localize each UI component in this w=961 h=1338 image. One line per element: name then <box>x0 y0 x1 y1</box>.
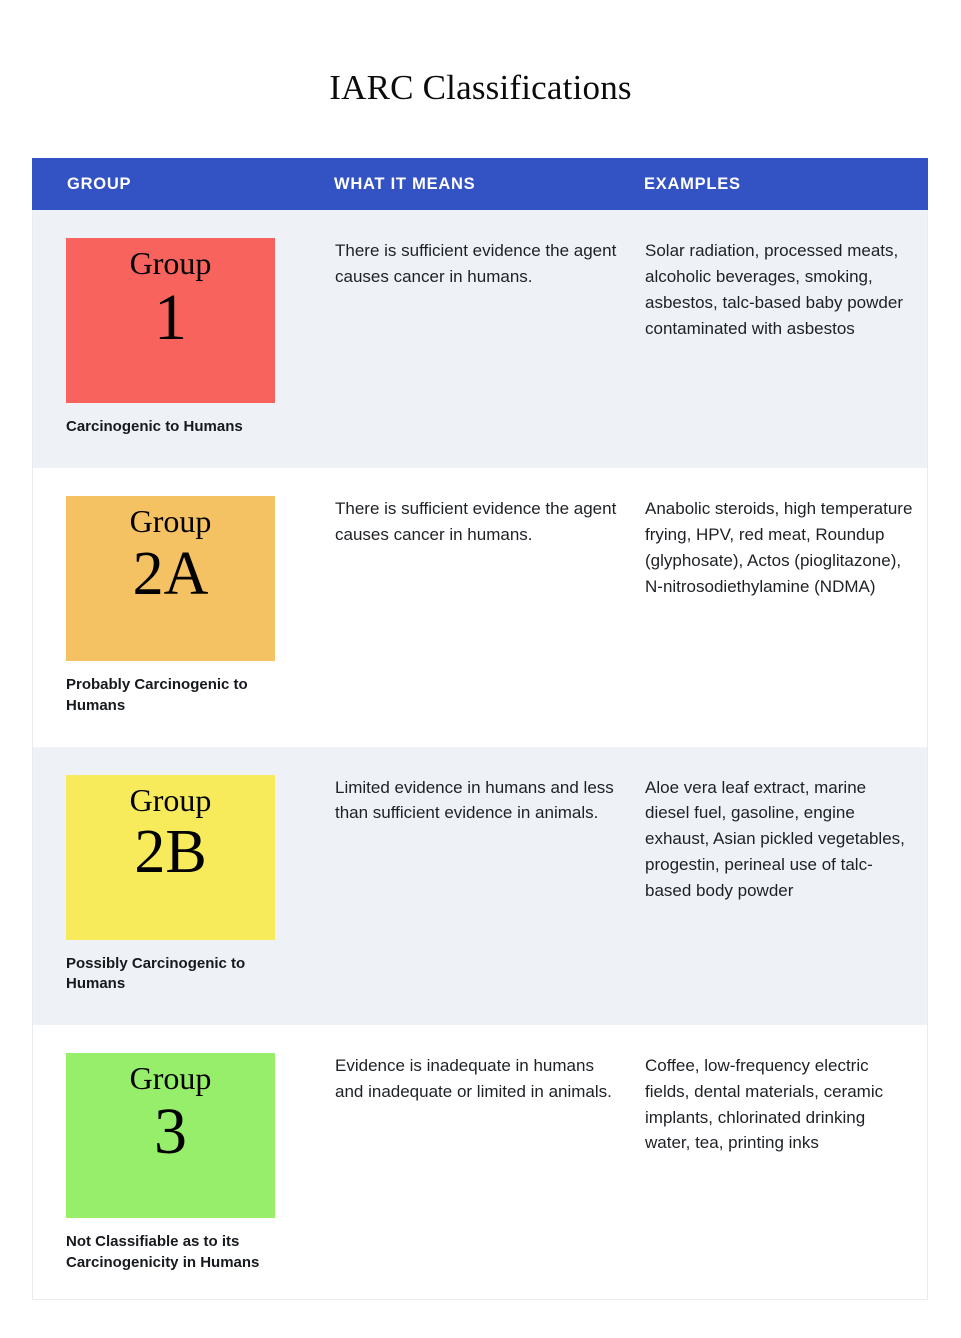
cell-group: Group 1 Carcinogenic to Humans <box>33 210 335 438</box>
group-badge-number: 2A <box>132 539 209 608</box>
cell-examples: Aloe vera leaf extract, marine diesel fu… <box>645 777 905 900</box>
column-header-what-it-means: WHAT IT MEANS <box>334 174 476 193</box>
table-row: Group 3 Not Classifiable as to its Carci… <box>33 1024 927 1300</box>
group-badge-word: Group <box>129 781 212 818</box>
group-badge: Group 2A <box>66 496 275 662</box>
group-badge-word: Group <box>129 1059 212 1096</box>
cell-examples: Coffee, low-frequency electric fields, d… <box>645 1055 884 1153</box>
table-row: Group 1 Carcinogenic to Humans There is … <box>33 210 927 469</box>
group-badge-number: 2B <box>134 818 207 887</box>
group-badge: Group 2B <box>66 774 275 940</box>
table-row: Group 2B Possibly Carcinogenic to Humans… <box>33 746 927 1025</box>
group-badge-word: Group <box>129 503 212 540</box>
group-badge: Group 3 <box>66 1052 275 1218</box>
cell-group: Group 2A Probably Carcinogenic to Humans <box>33 468 335 716</box>
group-caption: Possibly Carcinogenic to Humans <box>66 954 246 993</box>
cell-examples: Anabolic steroids, high temperature fryi… <box>645 499 913 596</box>
group-caption: Carcinogenic to Humans <box>66 418 243 436</box>
table-row: Group 2A Probably Carcinogenic to Humans… <box>33 468 927 747</box>
group-badge-word: Group <box>129 245 212 282</box>
group-caption: Not Classifiable as to its Carcinogenici… <box>66 1232 260 1271</box>
group-badge-number: 1 <box>154 281 187 355</box>
cell-group: Group 2B Possibly Carcinogenic to Humans <box>33 747 335 995</box>
column-header-group: GROUP <box>67 174 132 193</box>
page-root: IARC Classifications GROUP WHAT IT MEANS… <box>0 23 961 1338</box>
table-header-row: GROUP WHAT IT MEANS EXAMPLES <box>32 158 928 211</box>
group-caption: Probably Carcinogenic to Humans <box>66 676 248 714</box>
cell-group: Group 3 Not Classifiable as to its Carci… <box>33 1025 335 1273</box>
column-header-examples: EXAMPLES <box>644 174 741 193</box>
cell-what-it-means: Limited evidence in humans and less than… <box>335 777 614 823</box>
cell-examples: Solar radiation, processed meats, alcoho… <box>645 241 903 338</box>
page-title: IARC Classifications <box>329 68 632 108</box>
cell-what-it-means: There is sufficient evidence the agent c… <box>335 241 617 287</box>
cell-what-it-means: There is sufficient evidence the agent c… <box>335 499 617 544</box>
group-badge: Group 1 <box>66 238 275 404</box>
group-badge-number: 3 <box>154 1095 187 1169</box>
iarc-classification-table: GROUP WHAT IT MEANS EXAMPLES Group 1 Car… <box>32 158 928 1301</box>
cell-what-it-means: Evidence is inadequate in humans and ina… <box>335 1055 612 1101</box>
